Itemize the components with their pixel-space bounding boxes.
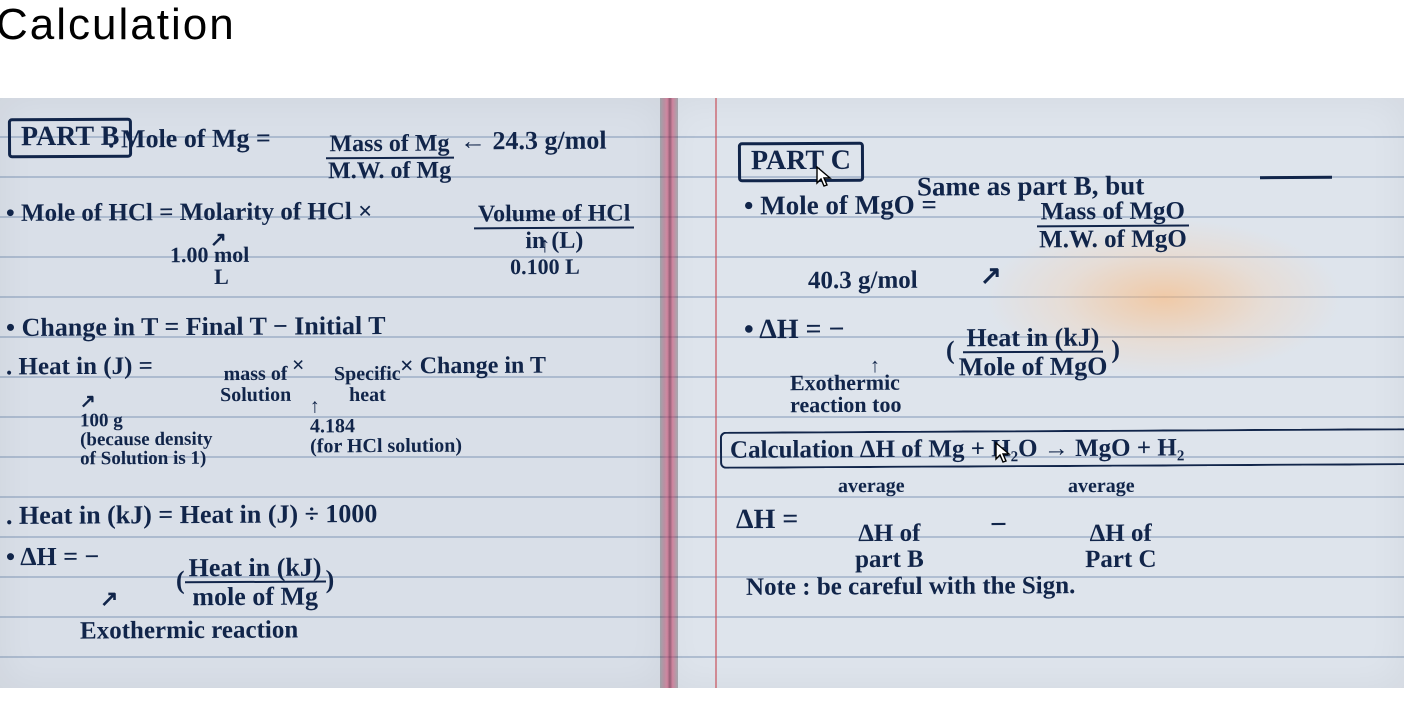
page-title: Calculation — [0, 0, 1404, 58]
page-gutter — [660, 98, 678, 688]
notebook-photo: PART B . Mole of Mg = Mass of Mg M.W. of… — [0, 58, 1404, 698]
paper-left — [0, 98, 665, 688]
paper-right — [665, 98, 1404, 688]
